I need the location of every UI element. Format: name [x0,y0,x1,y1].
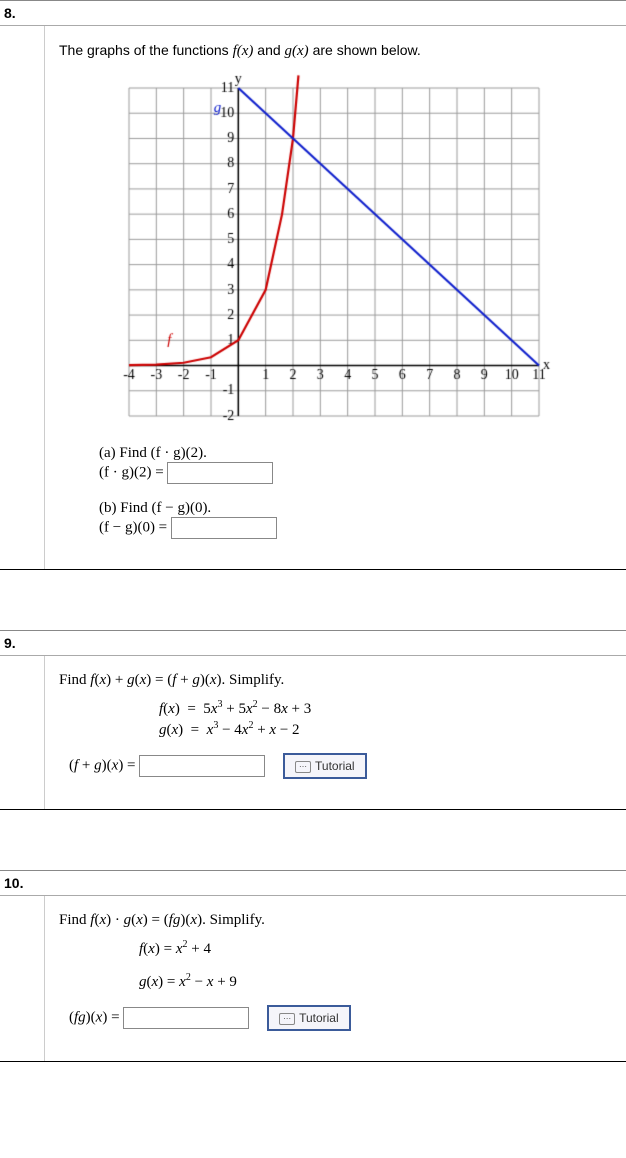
question-number: 8. [0,1,626,26]
tutorial-label: Tutorial [315,759,355,773]
prompt-post: are shown below. [309,42,421,58]
fx-symbol: f(x) [233,43,254,59]
tutorial-icon: ⋯ [295,761,311,773]
tutorial-button[interactable]: ⋯ Tutorial [267,1005,351,1031]
prompt: Find f(x) · g(x) = (fg)(x). Simplify. [59,912,610,929]
prompt: Find f(x) + g(x) = (f + g)(x). Simplify. [59,672,610,689]
part-a-input[interactable] [167,462,273,484]
prompt-text: Find f(x) · g(x) = (fg)(x). Simplify. [59,912,265,928]
question-number: 10. [0,871,626,896]
part-a-answer-row: (f · g)(2) = [99,462,610,484]
prompt: The graphs of the functions f(x) and g(x… [59,42,610,60]
answer-row: (f + g)(x) = ⋯Tutorial [69,753,610,779]
prompt-text: The graphs of the functions [59,42,233,58]
prompt-text: Find f(x) + g(x) = (f + g)(x). Simplify. [59,672,284,688]
graph-container [119,70,610,433]
part-b-eq: (f − g)(0) = [99,519,171,535]
part-b: (b) Find (f − g)(0). (f − g)(0) = [99,500,610,539]
part-a-eq: (f · g)(2) = [99,464,167,480]
fx-definition: f(x) = x2 + 4 [139,939,610,958]
gx-definition: g(x) = x2 − x + 9 [139,972,610,991]
question-number: 9. [0,631,626,656]
part-b-input[interactable] [171,517,277,539]
gx-symbol: g(x) [285,43,309,59]
question-9: 9. Find f(x) + g(x) = (f + g)(x). Simpli… [0,630,626,810]
function-graph [119,70,559,430]
fx-definition: f(x) = 5x3 + 5x2 − 8x + 3 [159,699,610,718]
question-body: Find f(x) · g(x) = (fg)(x). Simplify. f(… [44,896,626,1061]
question-body: Find f(x) + g(x) = (f + g)(x). Simplify.… [44,656,626,809]
part-b-answer-row: (f − g)(0) = [99,517,610,539]
tutorial-label: Tutorial [299,1011,339,1025]
prompt-and: and [253,42,284,58]
answer-input[interactable] [139,755,265,777]
tutorial-button[interactable]: ⋯ Tutorial [283,753,367,779]
answer-row: (fg)(x) = ⋯Tutorial [69,1005,610,1031]
question-10: 10. Find f(x) · g(x) = (fg)(x). Simplify… [0,870,626,1062]
gx-definition: g(x) = x3 − 4x2 + x − 2 [159,720,610,739]
part-b-find: (b) Find (f − g)(0). [99,500,610,517]
part-a-find: (a) Find (f · g)(2). [99,445,610,462]
question-body: The graphs of the functions f(x) and g(x… [44,26,626,569]
tutorial-icon: ⋯ [279,1013,295,1025]
part-a: (a) Find (f · g)(2). (f · g)(2) = [99,445,610,484]
answer-input[interactable] [123,1007,249,1029]
question-8: 8. The graphs of the functions f(x) and … [0,0,626,570]
